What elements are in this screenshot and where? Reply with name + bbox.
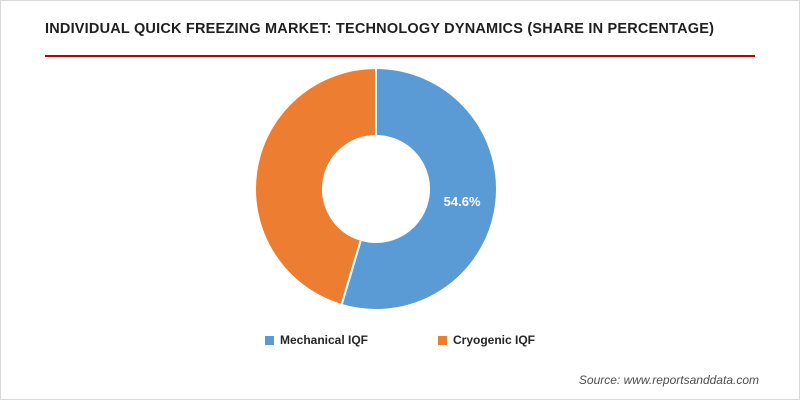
legend-label-mechanical-iqf: Mechanical IQF [279, 333, 368, 347]
donut-chart: 54.6% [254, 66, 498, 311]
donut-slice-cryogenic-iqf [254, 66, 377, 307]
legend-swatch-cryogenic-iqf-icon [438, 335, 447, 345]
slice-data-label: 54.6% [444, 194, 481, 209]
chart-legend: Mechanical IQF Cryogenic IQF [1, 333, 799, 347]
legend-item-cryogenic-iqf: Cryogenic IQF [438, 333, 535, 347]
donut-slice-mechanical-iqf [340, 66, 498, 311]
legend-label-cryogenic-iqf: Cryogenic IQF [453, 333, 536, 347]
title-divider-line [45, 55, 755, 57]
legend-item-mechanical-iqf: Mechanical IQF [264, 333, 368, 347]
chart-title: INDIVIDUAL QUICK FREEZING MARKET: TECHNO… [45, 21, 715, 37]
legend-swatch-mechanical-iqf-icon [264, 335, 274, 345]
source-attribution: Source: www.reportsanddata.com [578, 373, 759, 387]
